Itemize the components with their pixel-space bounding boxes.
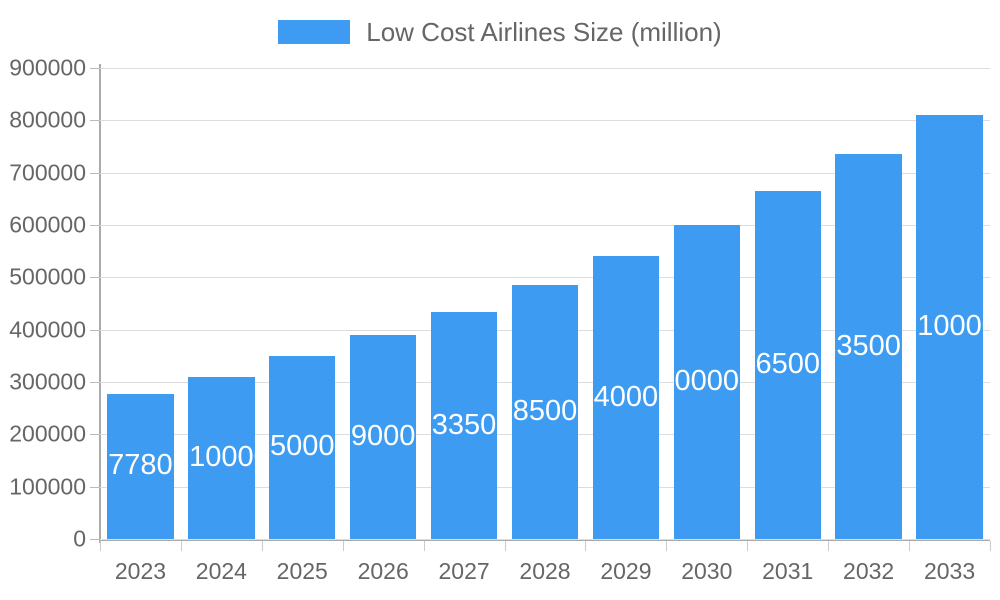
bar-value-label: 390000 (350, 419, 416, 452)
x-axis-line (99, 539, 990, 541)
gridline (100, 539, 990, 540)
x-axis-tick-label: 2025 (276, 558, 328, 584)
bar-slot: 390000 (343, 68, 424, 539)
gridline (100, 277, 990, 279)
x-axis-tick-label: 2023 (114, 558, 167, 584)
y-axis-tick-mark (90, 329, 100, 331)
legend-label: Low Cost Airlines Size (million) (366, 17, 722, 47)
y-axis-tick-mark (90, 68, 100, 69)
bar-value-label: 277800 (107, 449, 173, 482)
bar[interactable]: 310000 (188, 376, 255, 539)
legend-swatch-icon (278, 20, 351, 44)
y-axis-tick-mark (90, 225, 100, 226)
x-axis-tick-label: 2028 (519, 558, 571, 584)
bar-slot: 310000 (181, 68, 262, 539)
bar-value-label: 665000 (755, 348, 821, 380)
bar[interactable]: 810000 (916, 115, 983, 539)
x-axis-tick-mark (828, 541, 830, 551)
bar-value-label: 433500 (431, 408, 497, 441)
x-axis-tick-mark (100, 541, 101, 551)
x-axis-tick-label: 2032 (843, 558, 895, 584)
bar-slot: 540000 (585, 68, 666, 539)
x-axis-tick-mark (504, 541, 506, 551)
bar-value-label: 735000 (835, 329, 901, 362)
y-axis-tick-label: 900000 (9, 54, 86, 81)
bar[interactable]: 735000 (835, 154, 902, 539)
x-axis-tick-mark (666, 541, 668, 551)
y-axis-tick-mark (90, 539, 100, 540)
bar-slot: 735000 (828, 68, 909, 539)
bar-slot: 600000 (666, 68, 747, 539)
y-axis-tick-mark (90, 277, 100, 279)
y-axis-tick-label: 800000 (9, 106, 86, 133)
x-axis-tick-label: 2031 (762, 558, 814, 584)
bar[interactable]: 665000 (754, 190, 821, 539)
gridline (100, 120, 990, 122)
y-axis-tick-label: 600000 (9, 211, 86, 238)
y-axis-labels: 900000 800000 700000 600000 500000 400000 3000… (0, 0, 86, 600)
bar-slot: 810000 (909, 68, 990, 539)
x-axis-tick-mark (180, 541, 182, 551)
bar-slot: 350000 (262, 68, 343, 539)
chart-legend: Low Cost Airlines Size (million) (0, 14, 1000, 50)
x-axis-tick-label: 2033 (923, 558, 976, 584)
y-axis-tick-label: 100000 (9, 473, 86, 500)
y-axis-tick-mark (90, 120, 100, 122)
plot-area: 277800 310000 350000 390000 433500 485000 5400… (100, 68, 990, 540)
bar[interactable]: 390000 (350, 334, 417, 539)
bar[interactable]: 485000 (511, 285, 579, 539)
bar-value-label: 310000 (188, 440, 254, 473)
bar-slot: 485000 (505, 68, 586, 539)
y-axis-tick-label: 0 (73, 525, 86, 552)
bar[interactable]: 540000 (592, 256, 660, 539)
y-axis-tick-mark (90, 486, 100, 488)
x-axis-tick-label: 2026 (357, 558, 409, 584)
bar[interactable]: 433500 (430, 312, 498, 539)
y-axis-tick-label: 700000 (9, 159, 86, 186)
x-axis-tick-label: 2024 (195, 558, 247, 584)
bar-value-label: 810000 (916, 310, 982, 343)
x-axis-tick-label: 2030 (681, 558, 733, 584)
gridline (100, 172, 990, 174)
bar-value-label: 485000 (512, 395, 578, 428)
y-axis-tick-label: 200000 (9, 420, 86, 447)
bar-slot: 277800 (100, 68, 181, 539)
gridline (100, 68, 990, 69)
bar-value-label: 350000 (269, 430, 335, 463)
bar[interactable]: 277800 (107, 393, 174, 539)
x-axis-tick-mark (747, 541, 749, 551)
x-axis-tick-mark (261, 541, 263, 551)
y-axis-tick-label: 300000 (9, 368, 86, 395)
bar[interactable]: 350000 (269, 355, 336, 539)
x-axis-tick-label: 2029 (600, 558, 652, 584)
bar[interactable]: 600000 (673, 225, 740, 539)
bar-slot: 665000 (747, 68, 828, 539)
gridline (100, 225, 990, 226)
y-axis-tick-label: 400000 (9, 316, 86, 343)
y-axis-line (99, 64, 101, 543)
x-axis-tick-mark (585, 541, 587, 551)
x-axis-tick-mark (342, 541, 344, 551)
x-axis-tick-mark (909, 541, 911, 551)
x-axis-tick-mark (423, 541, 425, 551)
y-axis-tick-mark (90, 382, 100, 383)
bar-value-label: 600000 (674, 365, 740, 397)
y-axis-tick-label: 500000 (9, 263, 86, 290)
x-axis-tick-mark (990, 541, 991, 551)
bar-slot: 433500 (424, 68, 505, 539)
y-axis-tick-mark (90, 172, 100, 174)
x-axis-tick-label: 2027 (438, 558, 490, 584)
bar-value-label: 540000 (593, 380, 659, 413)
y-axis-tick-mark (90, 434, 100, 436)
